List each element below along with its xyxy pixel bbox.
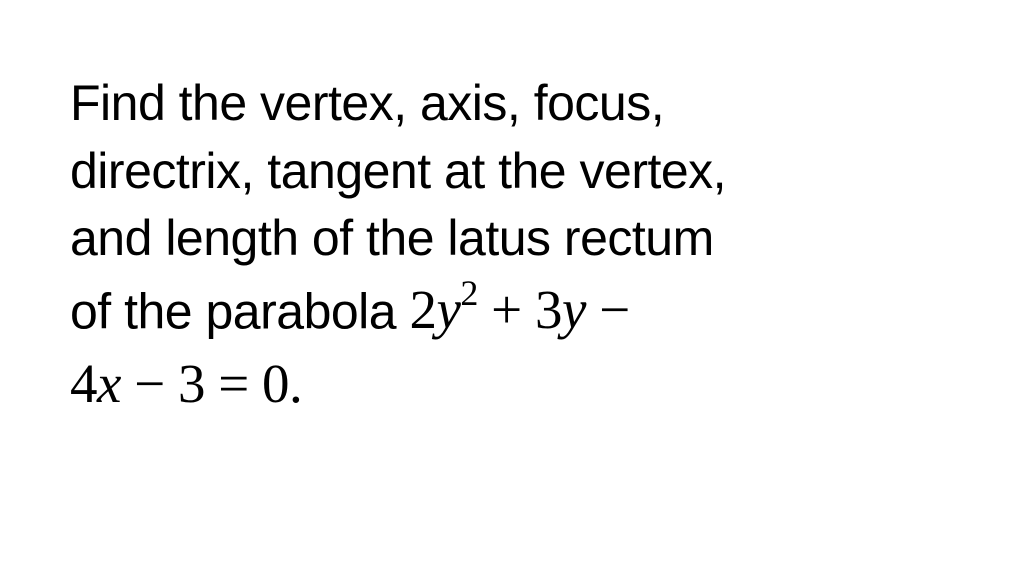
line-2: directrix, tangent at the vertex, <box>70 138 960 206</box>
equation-part-b: 4x − 3 = 0. <box>70 353 302 414</box>
line-4-prefix: of the parabola <box>70 283 410 339</box>
line-3: and length of the latus rectum <box>70 205 960 273</box>
line-4: of the parabola 2y2 + 3y − <box>70 273 960 348</box>
line-5: 4x − 3 = 0. <box>70 347 960 421</box>
equation-part-a: 2y2 + 3y − <box>410 279 630 340</box>
math-problem-text: Find the vertex, axis, focus, directrix,… <box>70 70 960 421</box>
line-1: Find the vertex, axis, focus, <box>70 70 960 138</box>
